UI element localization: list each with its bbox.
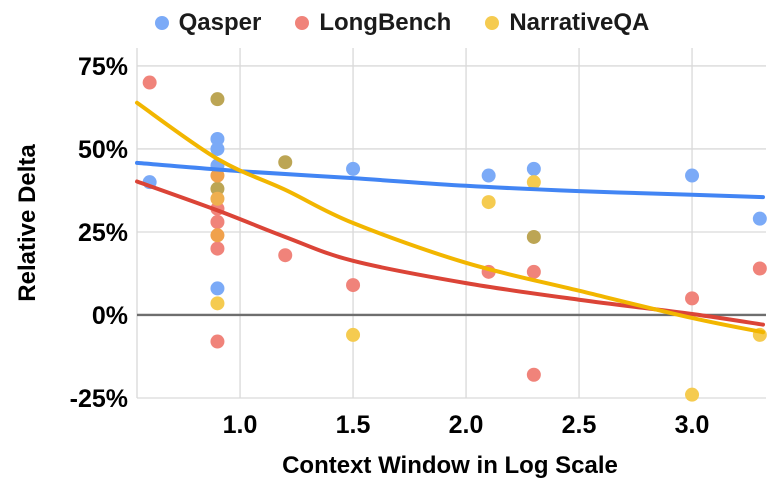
y-tick-label: 25% [78, 219, 128, 247]
x-tick-label: 1.0 [223, 411, 258, 439]
data-point-narrativeqa [346, 327, 361, 342]
x-tick-label: 2.0 [449, 411, 484, 439]
data-point-overlap-olive [526, 229, 541, 244]
data-point-qasper [346, 161, 361, 176]
data-point-overlap-orange [210, 168, 225, 183]
legend-label-longbench: LongBench [319, 9, 452, 36]
y-tick-label: 50% [78, 136, 128, 164]
y-tick-label: 75% [78, 53, 128, 81]
data-point-qasper [685, 168, 700, 183]
data-point-longbench [142, 75, 157, 90]
data-point-longbench [346, 278, 361, 293]
x-axis-title: Context Window in Log Scale [282, 452, 618, 479]
data-point-longbench [278, 248, 293, 263]
data-point-overlap-amber [210, 191, 225, 206]
data-point-narrativeqa [526, 175, 541, 190]
qasper-dot-icon [154, 16, 169, 30]
data-point-overlap-orange [210, 228, 225, 243]
legend-item-narrativeqa: NarrativeQA [485, 9, 649, 37]
longbench-dot-icon [295, 16, 310, 30]
data-point-overlap-olive [210, 181, 225, 196]
data-point-qasper [481, 168, 496, 183]
data-point-qasper [210, 131, 225, 146]
narrativeqa-dot-icon [485, 16, 500, 30]
data-point-longbench [526, 264, 541, 279]
y-tick-label: 0% [92, 302, 128, 330]
x-tick-label: 1.5 [336, 411, 371, 439]
data-point-qasper [526, 161, 541, 176]
data-point-longbench [752, 261, 767, 276]
data-point-qasper [210, 281, 225, 296]
legend-item-longbench: LongBench [295, 9, 451, 37]
data-point-longbench [685, 291, 700, 306]
trend-line-narrativeqa [135, 100, 765, 335]
data-point-longbench [210, 241, 225, 256]
data-point-overlap-olive [210, 92, 225, 107]
trend-line-longbench [135, 179, 765, 327]
legend-item-qasper: Qasper [154, 9, 262, 37]
x-tick-label: 3.0 [675, 411, 710, 439]
legend-label-qasper: Qasper [178, 9, 262, 36]
data-point-narrativeqa [210, 296, 225, 311]
legend-label-narrativeqa: NarrativeQA [509, 9, 650, 36]
data-point-longbench [526, 367, 541, 382]
data-point-overlap-olive [278, 155, 293, 170]
data-point-narrativeqa [685, 387, 700, 402]
data-point-narrativeqa [481, 195, 496, 210]
x-tick-label: 2.5 [562, 411, 597, 439]
data-point-qasper [210, 141, 225, 156]
data-point-longbench [210, 334, 225, 349]
chart-legend: Qasper LongBench NarrativeQA [34, 8, 770, 38]
data-point-qasper [752, 211, 767, 226]
data-point-longbench [210, 215, 225, 230]
y-tick-label: -25% [70, 385, 128, 413]
